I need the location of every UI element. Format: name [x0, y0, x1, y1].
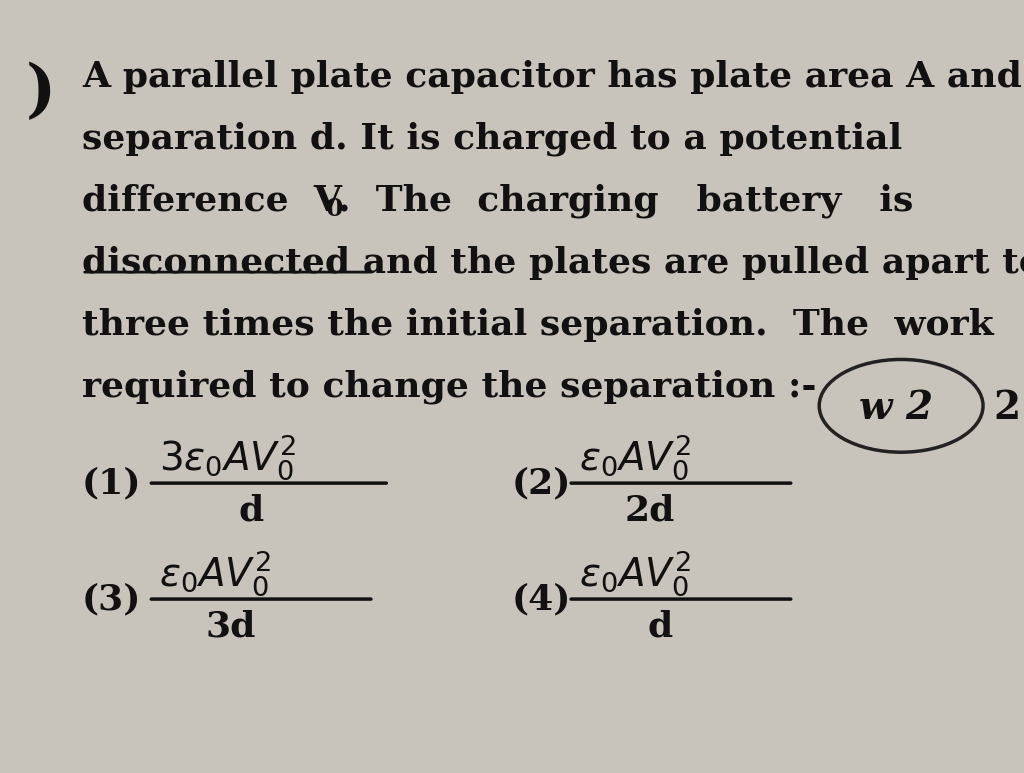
Text: (4): (4) [512, 582, 571, 616]
Text: .  The  charging   battery   is: . The charging battery is [338, 184, 913, 218]
Text: d: d [648, 609, 673, 643]
Text: difference  V: difference V [82, 184, 342, 218]
Text: three times the initial separation.  The  work: three times the initial separation. The … [82, 308, 993, 342]
Text: 2d: 2d [625, 493, 676, 527]
Text: w 2: w 2 [859, 389, 933, 427]
Text: $3\varepsilon_0 AV_0^2$: $3\varepsilon_0 AV_0^2$ [159, 433, 296, 482]
Text: disconnected and the plates are pulled apart to: disconnected and the plates are pulled a… [82, 246, 1024, 280]
Text: A parallel plate capacitor has plate area A and: A parallel plate capacitor has plate are… [82, 60, 1022, 94]
Text: separation d. It is charged to a potential: separation d. It is charged to a potenti… [82, 122, 902, 156]
Text: d: d [239, 493, 263, 527]
Text: $\varepsilon_0 AV_0^2$: $\varepsilon_0 AV_0^2$ [579, 433, 690, 482]
Text: (3): (3) [82, 582, 141, 616]
Text: (2): (2) [512, 466, 571, 500]
Text: 2: 2 [993, 389, 1020, 427]
Text: required to change the separation :-: required to change the separation :- [82, 369, 816, 404]
Text: $\varepsilon_0 AV_0^2$: $\varepsilon_0 AV_0^2$ [579, 549, 690, 598]
Text: $\varepsilon_0 AV_0^2$: $\varepsilon_0 AV_0^2$ [159, 549, 270, 598]
Text: (1): (1) [82, 466, 141, 500]
Text: ): ) [26, 63, 56, 123]
Text: 3d: 3d [205, 609, 256, 643]
Text: 0: 0 [326, 197, 343, 222]
